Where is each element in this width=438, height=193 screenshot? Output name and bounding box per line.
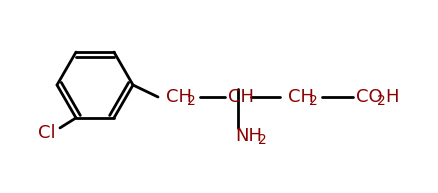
Text: CO: CO [355, 88, 382, 106]
Text: 2: 2 [258, 133, 266, 147]
Text: H: H [384, 88, 398, 106]
Text: NH: NH [234, 127, 261, 145]
Text: 2: 2 [308, 94, 317, 108]
Text: Cl: Cl [38, 124, 56, 142]
Text: 2: 2 [376, 94, 385, 108]
Text: CH: CH [227, 88, 254, 106]
Text: 2: 2 [187, 94, 195, 108]
Text: CH: CH [166, 88, 191, 106]
Text: CH: CH [287, 88, 313, 106]
